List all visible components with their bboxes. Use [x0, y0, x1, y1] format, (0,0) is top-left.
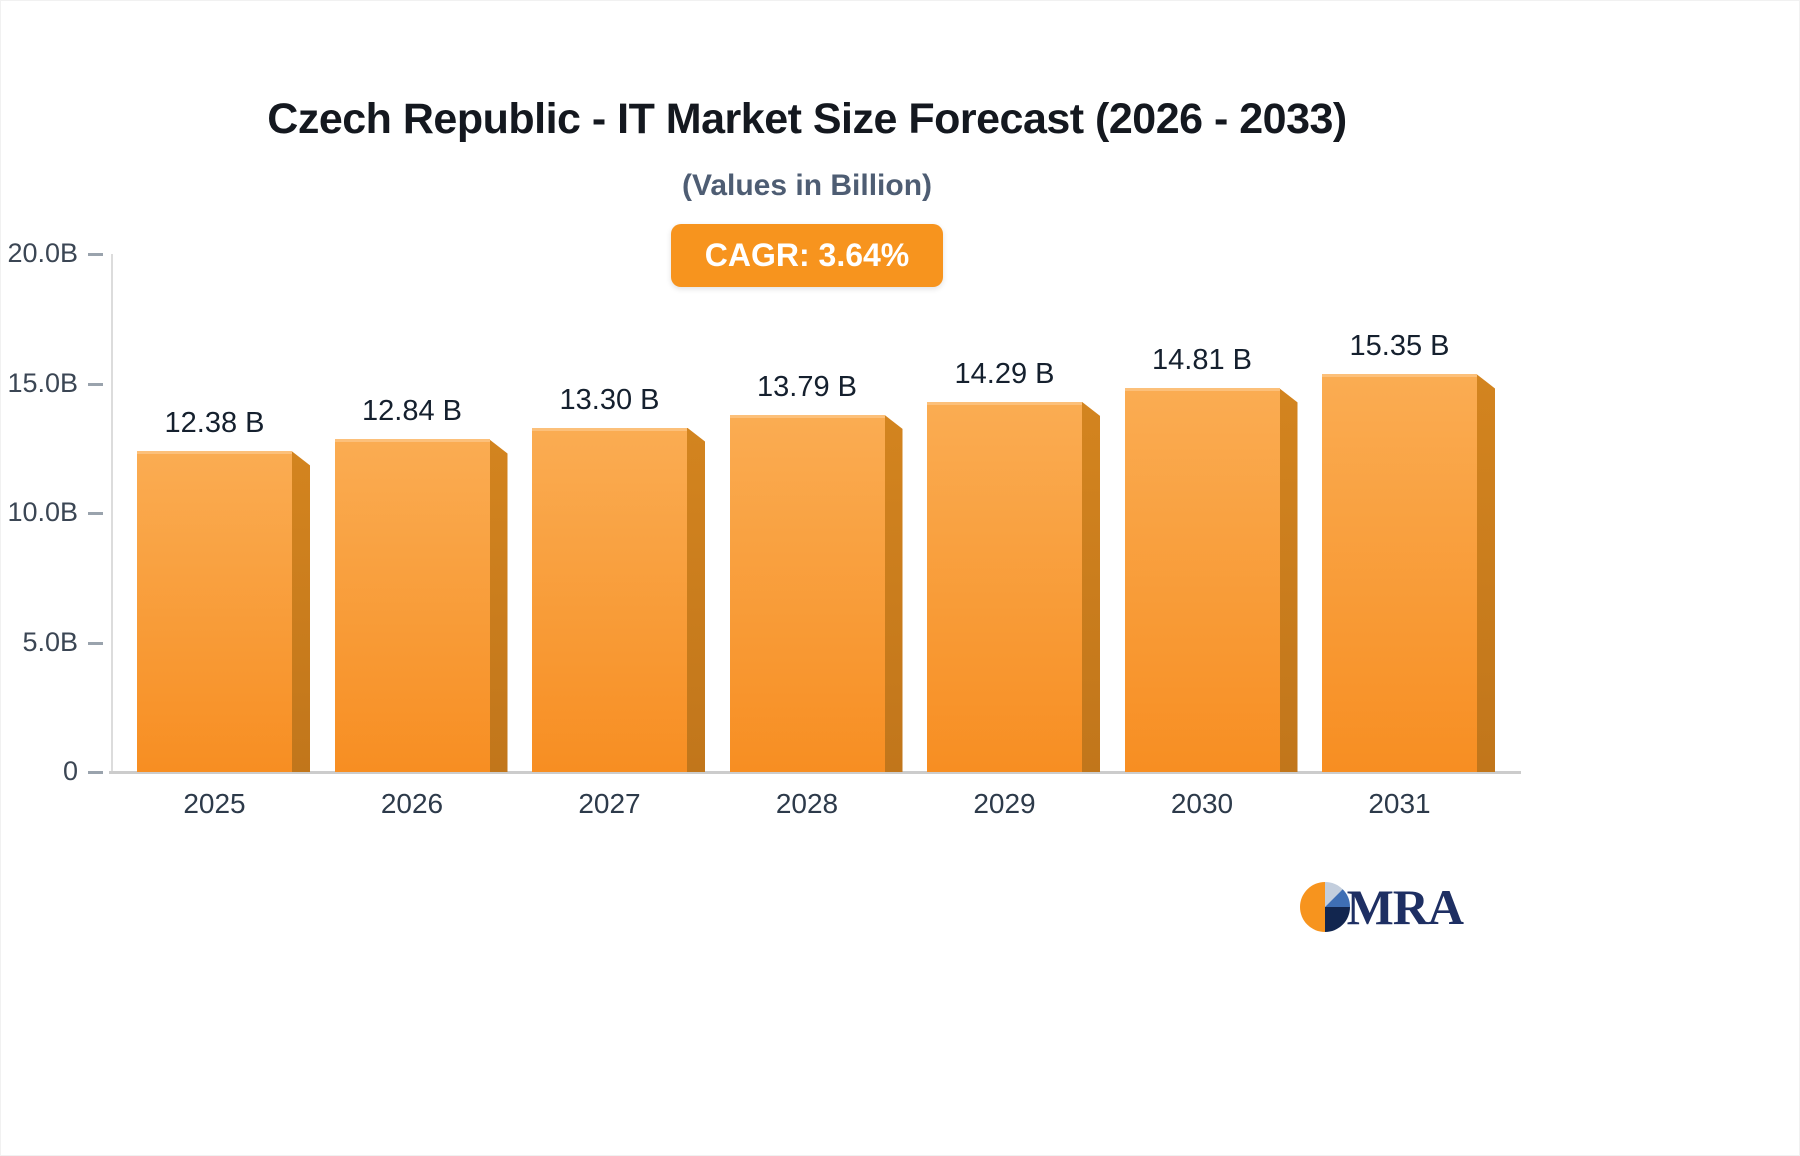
bar-side-shadow — [687, 427, 705, 772]
y-tick-mark — [88, 512, 103, 515]
bar-side-shadow — [1082, 401, 1100, 772]
y-tick-mark — [88, 382, 103, 386]
y-tick-label: 0 — [62, 756, 78, 786]
x-axis-label: 2030 — [1170, 788, 1234, 819]
bar-face — [729, 414, 885, 772]
y-tick-mark — [88, 253, 103, 256]
bar-2030: 14.81 B 2030 — [1124, 344, 1298, 819]
bar-side-shadow — [1477, 374, 1495, 772]
bar-2031: 15.35 B 2031 — [1322, 330, 1495, 819]
chart-content: Czech Republic - IT Market Size Forecast… — [1, 1, 1613, 1155]
cagr-badge-wrap: CAGR: 3.64% — [1, 224, 1613, 287]
y-tick-label: 20.0B — [7, 238, 78, 268]
bar-value-label: 14.29 B — [954, 357, 1055, 390]
bar-side-shadow — [1279, 388, 1298, 772]
chart-title: Czech Republic - IT Market Size Forecast… — [267, 95, 1347, 143]
x-axis-label: 2028 — [775, 788, 839, 819]
bar-2026: 12.84 B 2026 — [334, 395, 508, 819]
bar-2025: 12.38 B 2025 — [137, 407, 310, 819]
mra-logo-text: MRA — [1346, 879, 1464, 935]
bar-value-label: 13.30 B — [559, 383, 660, 416]
bar-face — [927, 401, 1082, 772]
x-axis-label: 2031 — [1368, 788, 1431, 819]
bar-2027: 13.30 B 2027 — [532, 384, 705, 819]
bar-value-label: 14.81 B — [1152, 344, 1252, 377]
x-axis-baseline — [109, 771, 1521, 774]
bar-value-label: 12.38 B — [164, 407, 265, 440]
bar-value-label: 12.84 B — [362, 395, 462, 428]
y-tick-label: 15.0B — [7, 367, 78, 398]
mra-logo-pie-icon — [1299, 881, 1350, 932]
bar-side-shadow — [884, 414, 903, 772]
bar-value-label: 13.79 B — [757, 370, 857, 403]
bar-face — [1124, 388, 1280, 772]
y-tick-label: 10.0B — [7, 497, 78, 527]
bar-side-shadow — [489, 439, 508, 772]
x-axis-label: 2027 — [578, 788, 641, 819]
chart-subtitle: (Values in Billion) — [681, 169, 933, 202]
mra-logo: MRA — [1299, 878, 1464, 936]
cagr-badge: CAGR: 3.64% — [670, 224, 944, 287]
bar-face — [137, 451, 292, 772]
bar-2028: 13.79 B 2028 — [729, 371, 903, 819]
bar-face — [334, 439, 490, 772]
x-axis-label: 2025 — [183, 788, 246, 819]
y-tick-mark — [88, 641, 103, 645]
y-tick-label: 5.0B — [22, 626, 78, 657]
y-tick-mark — [88, 771, 103, 774]
x-axis-label: 2026 — [380, 788, 444, 819]
bar-side-shadow — [292, 451, 310, 772]
x-axis-label: 2029 — [973, 788, 1036, 819]
plot-area: 0 5.0B 10.0B 15.0B 20.0B 12.38 B 2025 12.84 B 20… — [7, 238, 1521, 819]
bar-face — [1322, 374, 1477, 772]
bar-face — [532, 427, 687, 772]
bar-value-label: 15.35 B — [1349, 330, 1450, 363]
bar-2029: 14.29 B 2029 — [927, 358, 1100, 819]
y-axis-line — [111, 254, 113, 772]
